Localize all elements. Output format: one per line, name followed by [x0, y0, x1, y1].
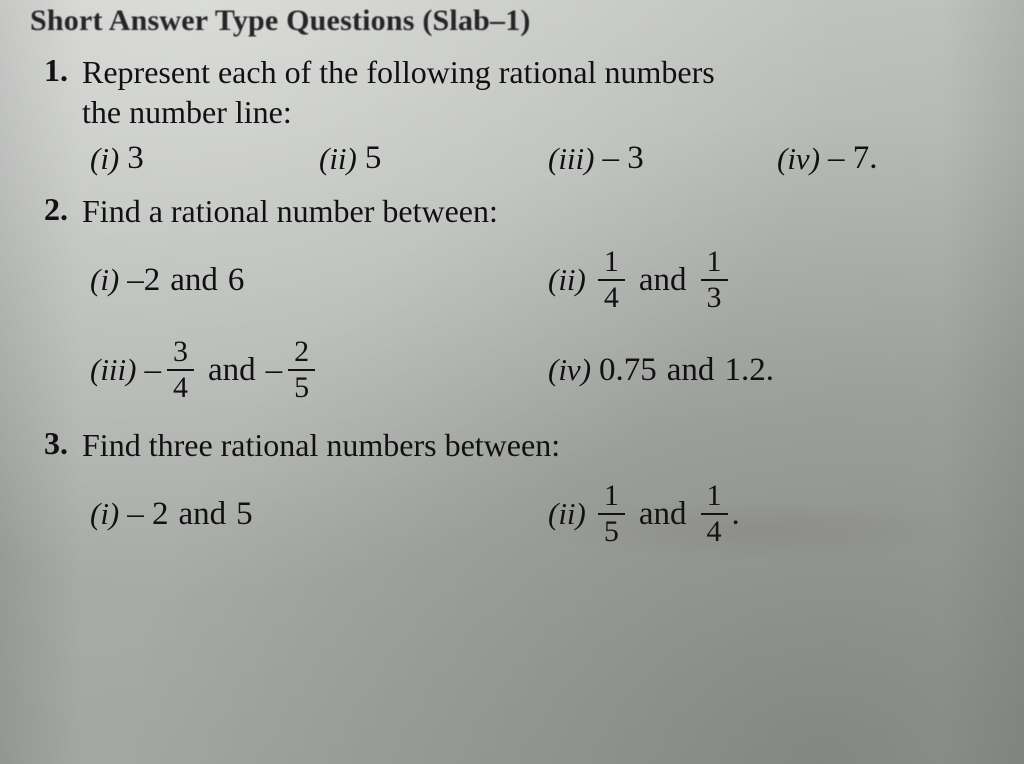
and-word: and	[639, 262, 687, 299]
q3-number: 3.	[30, 425, 82, 462]
denominator: 3	[701, 279, 728, 313]
roman-label: (iv)	[548, 352, 591, 388]
and-word: and	[639, 496, 687, 533]
q1-opt-ii: (ii) 5	[319, 140, 548, 177]
question-2: 2. Find a rational number between:	[30, 191, 1006, 231]
numerator: 1	[701, 481, 728, 513]
roman-label: (ii)	[319, 141, 357, 177]
value-b: 5	[236, 496, 253, 533]
and-word: and	[208, 352, 256, 389]
numerator: 2	[288, 337, 315, 369]
denominator: 5	[288, 369, 315, 403]
value-b: 6	[228, 262, 245, 299]
q1-number: 1.	[30, 52, 82, 89]
value: – 3	[603, 140, 644, 177]
q1-line1: Represent each of the following rational…	[82, 54, 715, 90]
minus-sign: –	[145, 352, 162, 389]
q1-options: (i) 3 (ii) 5 (iii) – 3 (iv) – 7.	[90, 140, 1006, 177]
and-word: and	[170, 262, 218, 299]
roman-label: (i)	[90, 141, 119, 177]
question-1: 1. Represent each of the following ratio…	[30, 52, 1006, 132]
q1-opt-iii: (iii) – 3	[548, 140, 777, 177]
numerator: 1	[701, 247, 728, 279]
fraction: 1 5	[598, 481, 625, 547]
denominator: 4	[167, 369, 194, 403]
q1-opt-iv: (iv) – 7.	[777, 140, 1006, 177]
fraction: 1 3	[701, 247, 728, 313]
textbook-page: Short Answer Type Questions (Slab–1) 1. …	[0, 0, 1024, 555]
value-a: – 2	[127, 496, 168, 533]
q2-opt-iv: (iv) 0.75 and 1.2.	[548, 352, 1006, 389]
denominator: 5	[598, 513, 625, 547]
roman-label: (ii)	[548, 262, 586, 298]
numerator: 1	[598, 247, 625, 279]
roman-label: (i)	[90, 496, 119, 532]
value-a: –2	[127, 262, 160, 299]
roman-label: (i)	[90, 262, 119, 298]
q3-text: Find three rational numbers between:	[82, 425, 1006, 465]
roman-label: (iii)	[548, 141, 595, 177]
roman-label: (iv)	[777, 141, 820, 177]
fraction: 3 4	[167, 337, 194, 403]
q1-text: Represent each of the following rational…	[82, 52, 1006, 132]
fraction: 1 4	[598, 247, 625, 313]
fraction: 1 4	[701, 481, 728, 547]
q1-line2: the number line:	[82, 94, 292, 130]
value: – 7.	[828, 140, 878, 177]
roman-label: (ii)	[548, 496, 586, 532]
q3-options: (i) – 2 and 5 (ii) 1 5 and 1 4 .	[90, 473, 1006, 555]
value: 3	[127, 140, 144, 177]
q2-opt-iii: (iii) – 3 4 and – 2 5	[90, 337, 548, 403]
numerator: 3	[167, 337, 194, 369]
q1-opt-i: (i) 3	[90, 140, 319, 177]
q3-opt-ii: (ii) 1 5 and 1 4 .	[548, 481, 1006, 547]
period: .	[732, 496, 740, 533]
q2-options: (i) –2 and 6 (ii) 1 4 and 1 3 (iii)	[90, 239, 1006, 411]
roman-label: (iii)	[90, 352, 137, 388]
and-word: and	[667, 352, 715, 389]
q2-number: 2.	[30, 191, 82, 228]
section-header: Short Answer Type Questions (Slab–1)	[30, 4, 1006, 38]
value-b: 1.2.	[724, 352, 774, 389]
value: 5	[365, 140, 382, 177]
numerator: 1	[598, 481, 625, 513]
q3-opt-i: (i) – 2 and 5	[90, 496, 548, 533]
q2-opt-i: (i) –2 and 6	[90, 262, 548, 299]
denominator: 4	[598, 279, 625, 313]
value-a: 0.75	[599, 352, 657, 389]
q2-opt-ii: (ii) 1 4 and 1 3	[548, 247, 1006, 313]
question-3: 3. Find three rational numbers between:	[30, 425, 1006, 465]
minus-sign: –	[266, 352, 283, 389]
fraction: 2 5	[288, 337, 315, 403]
denominator: 4	[701, 513, 728, 547]
and-word: and	[179, 496, 227, 533]
q2-text: Find a rational number between:	[82, 191, 1006, 231]
